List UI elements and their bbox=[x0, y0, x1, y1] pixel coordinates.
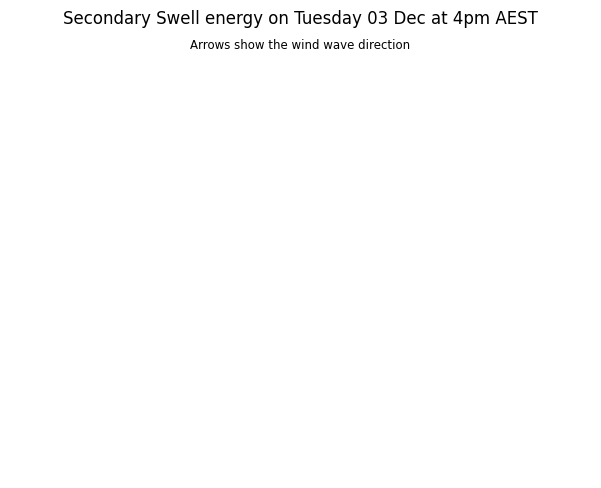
Text: Secondary Swell energy on Tuesday 03 Dec at 4pm AEST: Secondary Swell energy on Tuesday 03 Dec… bbox=[63, 10, 538, 28]
Text: Arrows show the wind wave direction: Arrows show the wind wave direction bbox=[191, 39, 410, 52]
Text: Map unavailable
(cartopy not installed): Map unavailable (cartopy not installed) bbox=[209, 254, 392, 293]
